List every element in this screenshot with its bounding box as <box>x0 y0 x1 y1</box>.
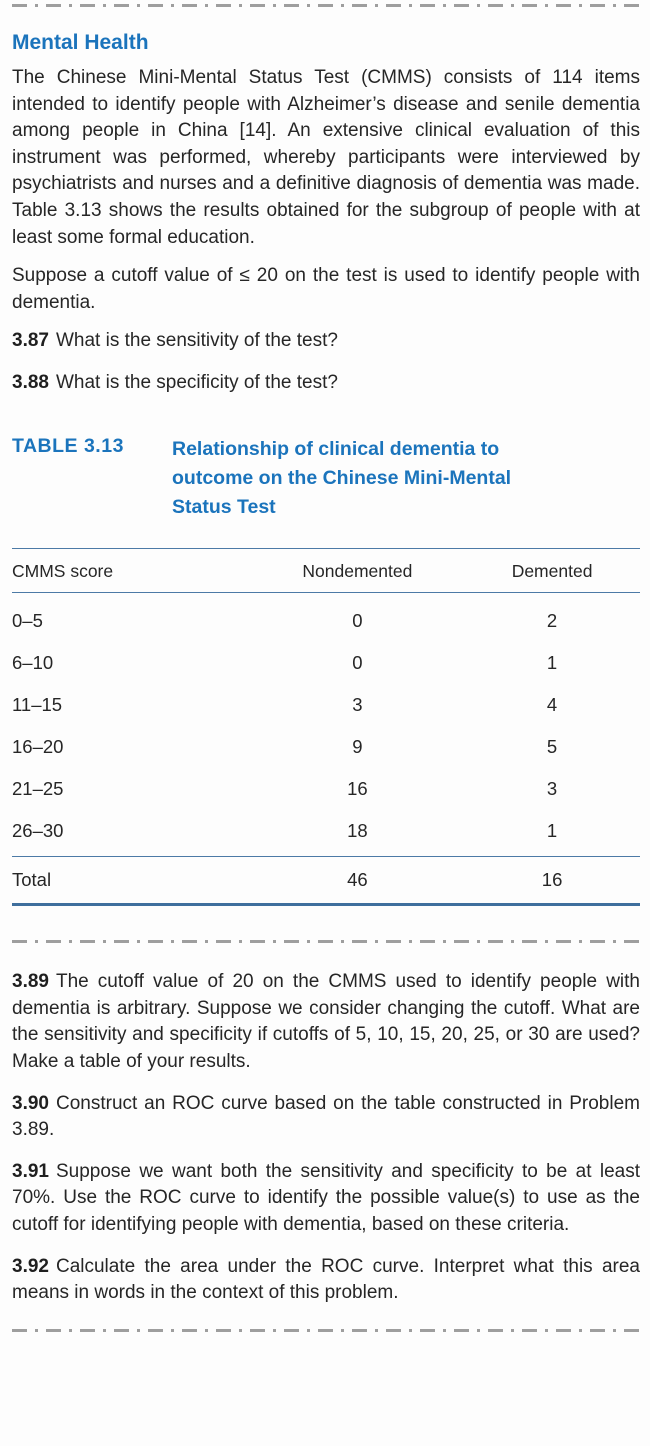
cell-demented: 1 <box>546 820 558 842</box>
problem-number: 3.90 <box>12 1092 49 1114</box>
table-row: 26–30 18 1 <box>12 810 640 857</box>
cell-nondemented: 3 <box>352 694 363 716</box>
table-title: Relationship of clinical dementia to out… <box>172 437 512 519</box>
top-rule <box>12 4 640 7</box>
problem-number: 3.87 <box>12 330 49 352</box>
cell-demented: 4 <box>546 694 558 716</box>
problem-3-88: 3.88 What is the specificity of the test? <box>12 370 640 397</box>
problem-number: 3.88 <box>12 371 49 393</box>
cell-score-range: 11–15 <box>12 694 63 716</box>
cell-nondemented: 0 <box>352 610 363 632</box>
table-row: 16–20 9 5 <box>12 726 640 768</box>
column-header-cmms-score: CMMS score <box>12 548 251 594</box>
problem-3-89: 3.89 The cutoff value of 20 on the CMMS u… <box>12 969 640 1075</box>
mid-rule <box>12 940 640 944</box>
cell-score-range: 21–25 <box>12 778 64 800</box>
table-row: 0–5 0 2 <box>12 593 640 643</box>
column-header-nondemented: Nondemented <box>250 548 465 594</box>
problem-number: 3.91 <box>12 1160 49 1182</box>
problem-text: Construct an ROC curve based on the tabl… <box>12 1092 640 1141</box>
cell-score-range: 0–5 <box>12 610 43 632</box>
intro-paragraph: The Chinese Mini-Mental Status Test (CMM… <box>12 67 640 248</box>
cell-nondemented: 0 <box>352 652 363 674</box>
problem-text: Suppose we want both the sensitivity and… <box>12 1160 640 1236</box>
cell-nondemented: 18 <box>347 820 368 842</box>
problem-number: 3.89 <box>12 971 49 993</box>
table-label: TABLE 3.13 <box>12 434 124 457</box>
cell-demented: 2 <box>546 610 558 632</box>
bottom-rule <box>12 1328 640 1332</box>
cell-score-range: 26–30 <box>12 820 64 842</box>
cell-demented: 5 <box>546 736 558 758</box>
problem-3-92: 3.92 Calculate the area under the ROC cur… <box>12 1254 640 1307</box>
table-header-row: CMMS score Nondemented Demented <box>12 548 640 594</box>
section-title: Mental Health <box>12 31 149 54</box>
table-row: 11–15 3 4 <box>12 684 640 726</box>
cell-demented: 3 <box>546 778 558 800</box>
problem-text: The cutoff value of 20 on the CMMS used … <box>12 971 640 1073</box>
table-caption: TABLE 3.13 Relationship of clinical deme… <box>12 435 640 523</box>
cell-nondemented: 9 <box>352 736 363 758</box>
table-total-row: Total 46 16 <box>12 856 640 905</box>
table-row: 6–10 0 1 <box>12 642 640 684</box>
problem-number: 3.92 <box>12 1255 49 1277</box>
cell-total-label: Total <box>12 856 251 905</box>
problem-text: Calculate the area under the ROC curve. … <box>12 1255 640 1304</box>
cell-nondemented: 16 <box>347 778 368 800</box>
cell-total-demented: 16 <box>464 856 640 905</box>
cell-total-nondemented: 46 <box>250 856 465 905</box>
problem-3-91: 3.91 Suppose we want both the sensitivity… <box>12 1159 640 1239</box>
problem-3-90: 3.90 Construct an ROC curve based on the … <box>12 1091 640 1144</box>
cell-score-range: 6–10 <box>12 652 54 674</box>
problem-text: What is the sensitivity of the test? <box>55 330 338 352</box>
cmms-results-table: CMMS score Nondemented Demented 0–5 0 2 … <box>12 548 640 907</box>
problem-3-87: 3.87 What is the sensitivity of the test? <box>12 328 640 355</box>
cutoff-paragraph: Suppose a cutoff value of ≤ 20 on the te… <box>12 265 640 313</box>
table-row: 21–25 16 3 <box>12 768 640 810</box>
cell-score-range: 16–20 <box>12 736 64 758</box>
cell-demented: 1 <box>546 652 558 674</box>
column-header-demented: Demented <box>464 548 640 594</box>
problem-text: What is the specificity of the test? <box>55 371 338 393</box>
